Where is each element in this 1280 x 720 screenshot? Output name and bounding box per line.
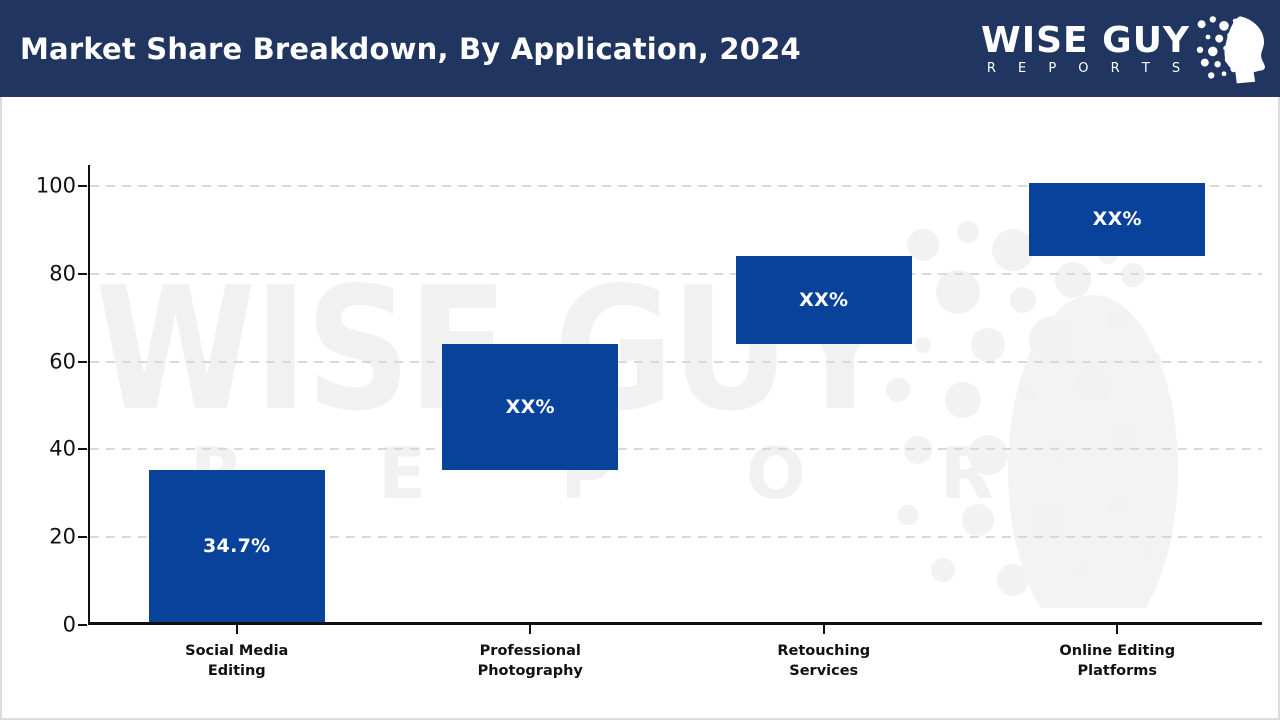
bar-value-label-3: XX% [799, 289, 849, 311]
y-tick-label-40: 40 [49, 436, 76, 461]
bar-segment-1: 34.7% [148, 469, 325, 622]
bar-value-label-4: XX% [1092, 208, 1142, 231]
y-tick-mark-40 [78, 448, 87, 451]
x-tick-mark-3 [822, 625, 825, 634]
y-tick-mark-60 [78, 360, 87, 363]
y-tick-mark-20 [78, 536, 87, 539]
header-bar: Market Share Breakdown, By Application, … [0, 0, 1280, 97]
y-tick-mark-80 [78, 272, 87, 275]
bar-segment-4: XX% [1029, 183, 1206, 256]
gridline-20 [90, 536, 1262, 539]
bar-value-label-2: XX% [505, 395, 555, 418]
brand-logo-text: WISE GUY R E P O R T S [980, 19, 1190, 77]
x-category-label-1: Social Media Editing [185, 643, 289, 680]
x-category-label-2: Professional Photography [477, 643, 583, 680]
face-dots-watermark-icon [886, 221, 1178, 608]
page-title: Market Share Breakdown, By Application, … [20, 31, 801, 66]
face-dots-icon [1196, 16, 1265, 84]
y-tick-label-20: 20 [49, 524, 76, 549]
x-tick-mark-4 [1116, 625, 1119, 634]
x-category-label-3: Retouching Services [777, 643, 871, 680]
y-tick-label-80: 80 [49, 261, 76, 286]
y-tick-mark-100 [78, 185, 87, 187]
brand-name: WISE GUY [980, 19, 1190, 61]
y-tick-label-100: 100 [35, 173, 76, 198]
x-tick-mark-1 [235, 625, 238, 634]
gridline-100 [90, 185, 1262, 187]
y-tick-label-60: 60 [49, 349, 76, 374]
gridline-60 [90, 360, 1262, 363]
gridline-80 [90, 272, 1262, 275]
brand-logo: WISE GUY R E P O R T S [981, 4, 1272, 94]
bar-segment-2: XX% [442, 344, 619, 470]
bar-value-label-1: 34.7% [203, 534, 271, 557]
y-tick-mark-0 [78, 624, 87, 626]
bar-segment-3: XX% [735, 255, 912, 345]
x-category-label-4: Online Editing Platforms [1059, 643, 1176, 680]
x-tick-mark-2 [529, 625, 532, 634]
y-tick-label-0: 0 [62, 612, 76, 637]
plot-area: 0 20 40 60 80 100 34.7% Social Media Editing XX%… [36, 165, 1262, 679]
chart-area: WISE GUY R E P O R T S 02040608010034.7%… [0, 97, 1280, 720]
brand-subname: R E P O R T S [986, 61, 1190, 77]
gridline-40 [90, 448, 1262, 451]
